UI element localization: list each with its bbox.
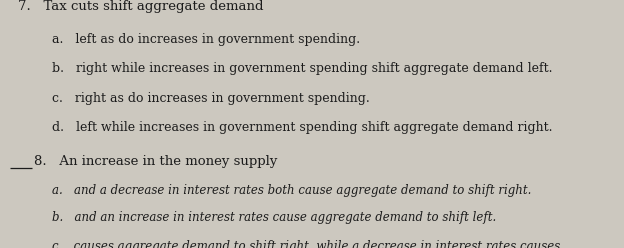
Text: 7.   Tax cuts shift aggregate demand: 7. Tax cuts shift aggregate demand: [19, 0, 264, 13]
Text: b.   and an increase in interest rates cause aggregate demand to shift left.: b. and an increase in interest rates cau…: [52, 211, 496, 224]
Text: 8.   An increase in the money supply: 8. An increase in the money supply: [34, 155, 278, 168]
Text: c.   causes aggregate demand to shift right, while a decrease in interest rates : c. causes aggregate demand to shift righ…: [52, 240, 560, 248]
Text: c.   right as do increases in government spending.: c. right as do increases in government s…: [52, 92, 370, 105]
Text: a.   and a decrease in interest rates both cause aggregate demand to shift right: a. and a decrease in interest rates both…: [52, 184, 532, 197]
Text: b.   right while increases in government spending shift aggregate demand left.: b. right while increases in government s…: [52, 62, 553, 75]
Text: a.   left as do increases in government spending.: a. left as do increases in government sp…: [52, 33, 360, 46]
Text: d.   left while increases in government spending shift aggregate demand right.: d. left while increases in government sp…: [52, 121, 553, 134]
